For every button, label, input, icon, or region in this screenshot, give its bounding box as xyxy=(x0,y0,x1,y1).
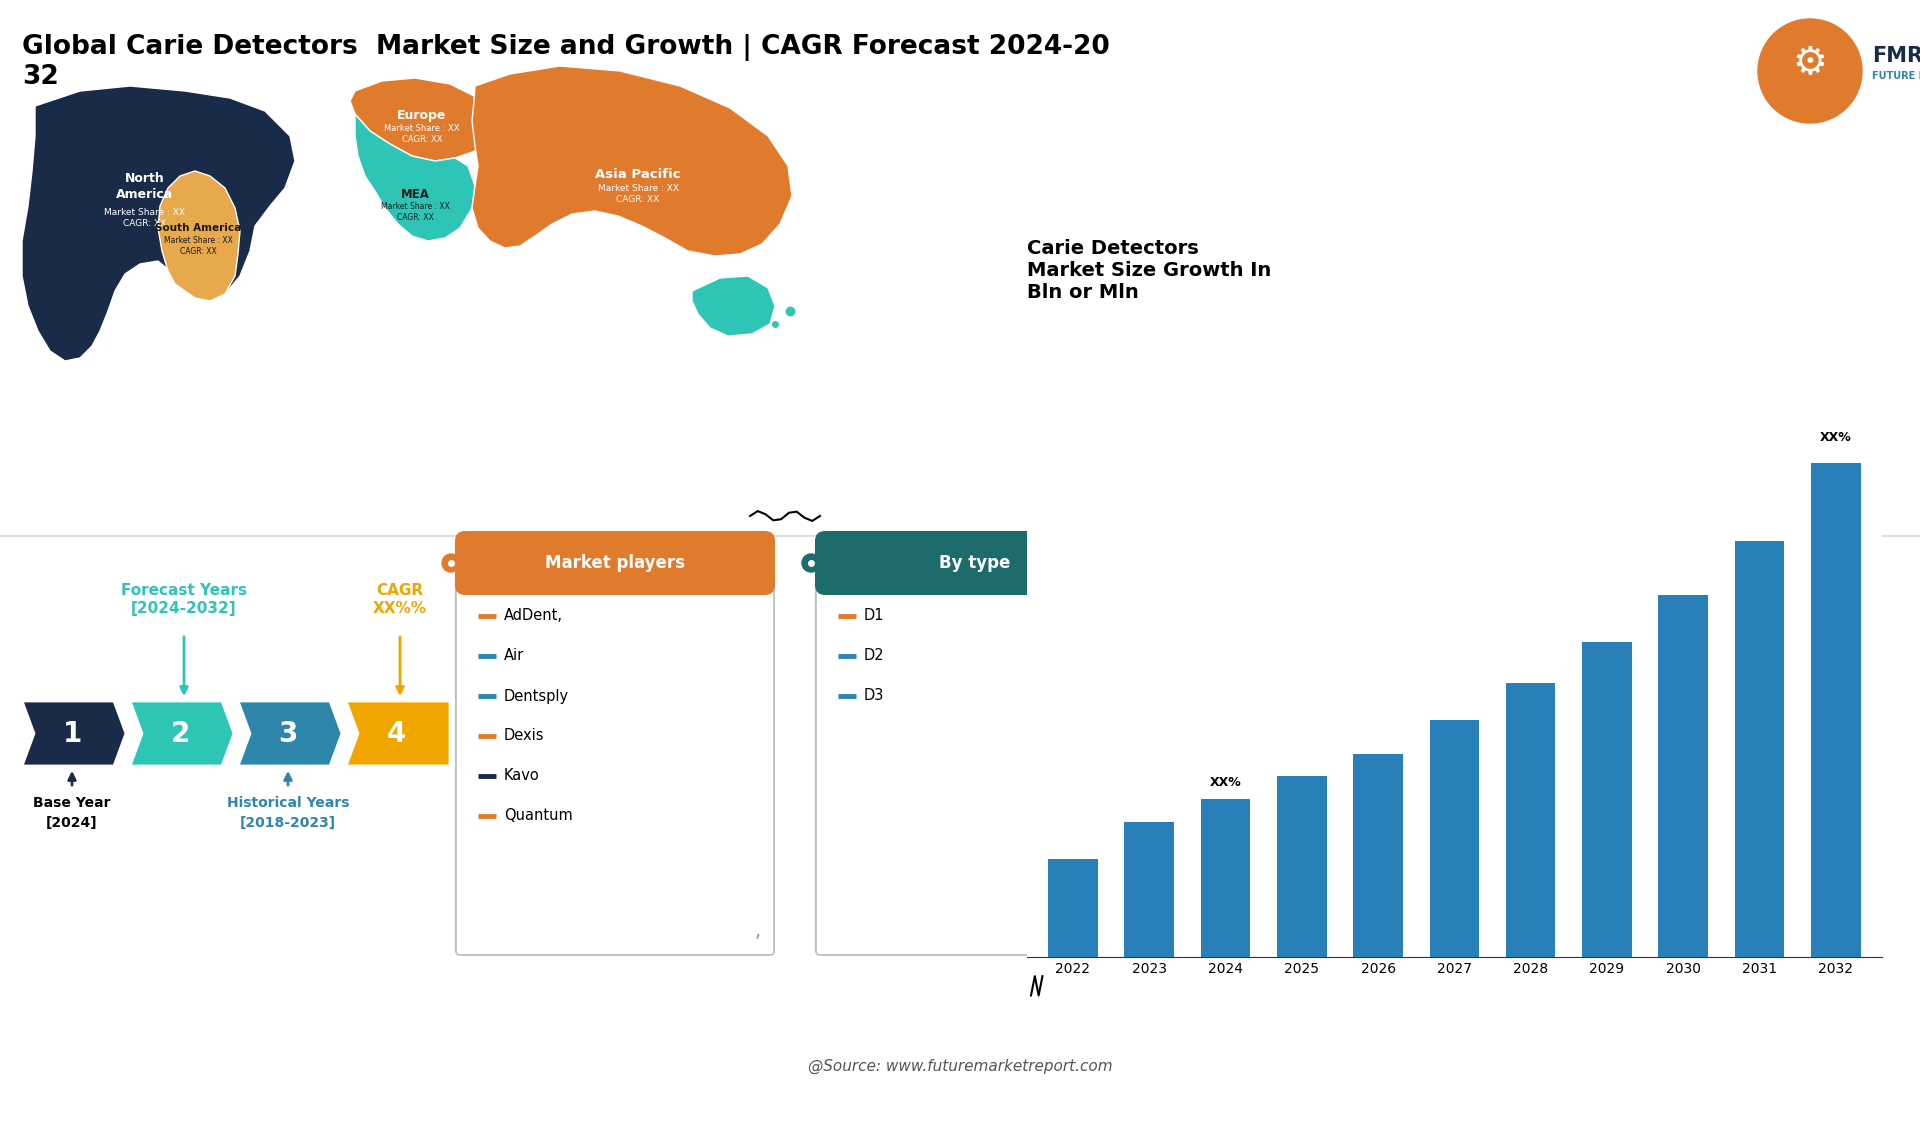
Text: Market players: Market players xyxy=(545,554,685,572)
FancyBboxPatch shape xyxy=(816,542,1135,955)
Text: Dentsply: Dentsply xyxy=(503,689,568,704)
Bar xyxy=(1200,799,1250,957)
Text: 2: 2 xyxy=(171,720,190,747)
Text: Historical Years: Historical Years xyxy=(227,796,349,810)
Text: FUTURE MARKET REPORT: FUTURE MARKET REPORT xyxy=(1872,71,1920,81)
FancyBboxPatch shape xyxy=(814,531,1135,595)
Text: [2024]: [2024] xyxy=(46,816,98,830)
Bar xyxy=(1048,860,1098,957)
Text: Market Share : XX
CAGR: XX: Market Share : XX CAGR: XX xyxy=(163,236,232,257)
Bar xyxy=(1505,683,1555,957)
Text: Europe: Europe xyxy=(397,110,447,123)
Polygon shape xyxy=(349,78,492,160)
Bar xyxy=(1277,776,1327,957)
Text: ,: , xyxy=(755,923,760,941)
Circle shape xyxy=(1162,554,1181,572)
Text: D2: D2 xyxy=(864,649,885,664)
Polygon shape xyxy=(355,113,474,241)
Text: Base Year: Base Year xyxy=(33,796,111,810)
Polygon shape xyxy=(346,701,449,766)
Text: Clinics: Clinics xyxy=(1225,609,1271,623)
Text: XX%: XX% xyxy=(1820,431,1851,444)
Text: Market Share : XX
CAGR: XX: Market Share : XX CAGR: XX xyxy=(380,202,449,222)
Text: XX%: XX% xyxy=(1210,776,1242,788)
Text: Kavo: Kavo xyxy=(503,769,540,784)
Text: By application: By application xyxy=(1269,554,1402,572)
Text: D1: D1 xyxy=(864,609,885,623)
Text: @Source: www.futuremarketreport.com: @Source: www.futuremarketreport.com xyxy=(808,1059,1112,1074)
Text: North
America: North America xyxy=(117,172,173,201)
Text: AdDent,: AdDent, xyxy=(503,609,563,623)
Text: CAGR: CAGR xyxy=(376,583,424,598)
Bar xyxy=(1582,642,1632,957)
FancyBboxPatch shape xyxy=(1175,531,1496,595)
Text: 32: 32 xyxy=(21,64,60,91)
Circle shape xyxy=(442,554,461,572)
Text: Market Share : XX
CAGR: XX: Market Share : XX CAGR: XX xyxy=(384,124,459,144)
Polygon shape xyxy=(157,171,240,301)
Bar xyxy=(1125,822,1173,957)
Text: ,: , xyxy=(1475,923,1480,941)
Text: [2024-2032]: [2024-2032] xyxy=(131,601,236,617)
Bar xyxy=(1430,721,1478,957)
Polygon shape xyxy=(21,701,127,766)
Text: ⚙: ⚙ xyxy=(1793,44,1828,83)
Polygon shape xyxy=(21,86,296,361)
Text: Market Share : XX
CAGR: XX: Market Share : XX CAGR: XX xyxy=(597,183,678,204)
Title: Carie Detectors
Market Size Growth In
Bln or Mln: Carie Detectors Market Size Growth In Bl… xyxy=(1027,240,1271,303)
Text: Market Share : XX
CAGR: XX: Market Share : XX CAGR: XX xyxy=(104,207,186,228)
Text: Forecast Years: Forecast Years xyxy=(121,583,248,598)
Polygon shape xyxy=(131,701,234,766)
Circle shape xyxy=(1759,19,1862,123)
Text: 3: 3 xyxy=(278,720,298,747)
Text: 4: 4 xyxy=(386,720,405,747)
Text: MEA: MEA xyxy=(401,188,430,201)
Text: [2018-2023]: [2018-2023] xyxy=(240,816,336,830)
Text: 1: 1 xyxy=(61,720,83,747)
Text: D3: D3 xyxy=(864,689,885,704)
Bar xyxy=(1659,595,1709,957)
Text: Air: Air xyxy=(503,649,524,664)
Text: XX%%: XX%% xyxy=(372,601,426,617)
Text: Dexis: Dexis xyxy=(503,729,545,744)
Text: South America: South America xyxy=(156,223,242,233)
Text: FMR: FMR xyxy=(1872,46,1920,66)
Text: ,: , xyxy=(1116,923,1121,941)
Text: Quantum: Quantum xyxy=(503,808,572,824)
Bar xyxy=(1736,541,1784,957)
FancyBboxPatch shape xyxy=(455,531,776,595)
Text: By type: By type xyxy=(939,554,1010,572)
Text: Global Carie Detectors  Market Size and Growth | CAGR Forecast 2024-20: Global Carie Detectors Market Size and G… xyxy=(21,34,1110,61)
FancyBboxPatch shape xyxy=(457,542,774,955)
Text: Asia Pacific: Asia Pacific xyxy=(595,167,682,181)
Bar xyxy=(1811,463,1860,957)
Polygon shape xyxy=(238,701,342,766)
Bar xyxy=(1354,754,1404,957)
Polygon shape xyxy=(691,276,776,336)
FancyBboxPatch shape xyxy=(1175,542,1494,955)
Text: Hospitals: Hospitals xyxy=(1225,649,1292,664)
Polygon shape xyxy=(472,66,791,256)
Circle shape xyxy=(803,554,820,572)
